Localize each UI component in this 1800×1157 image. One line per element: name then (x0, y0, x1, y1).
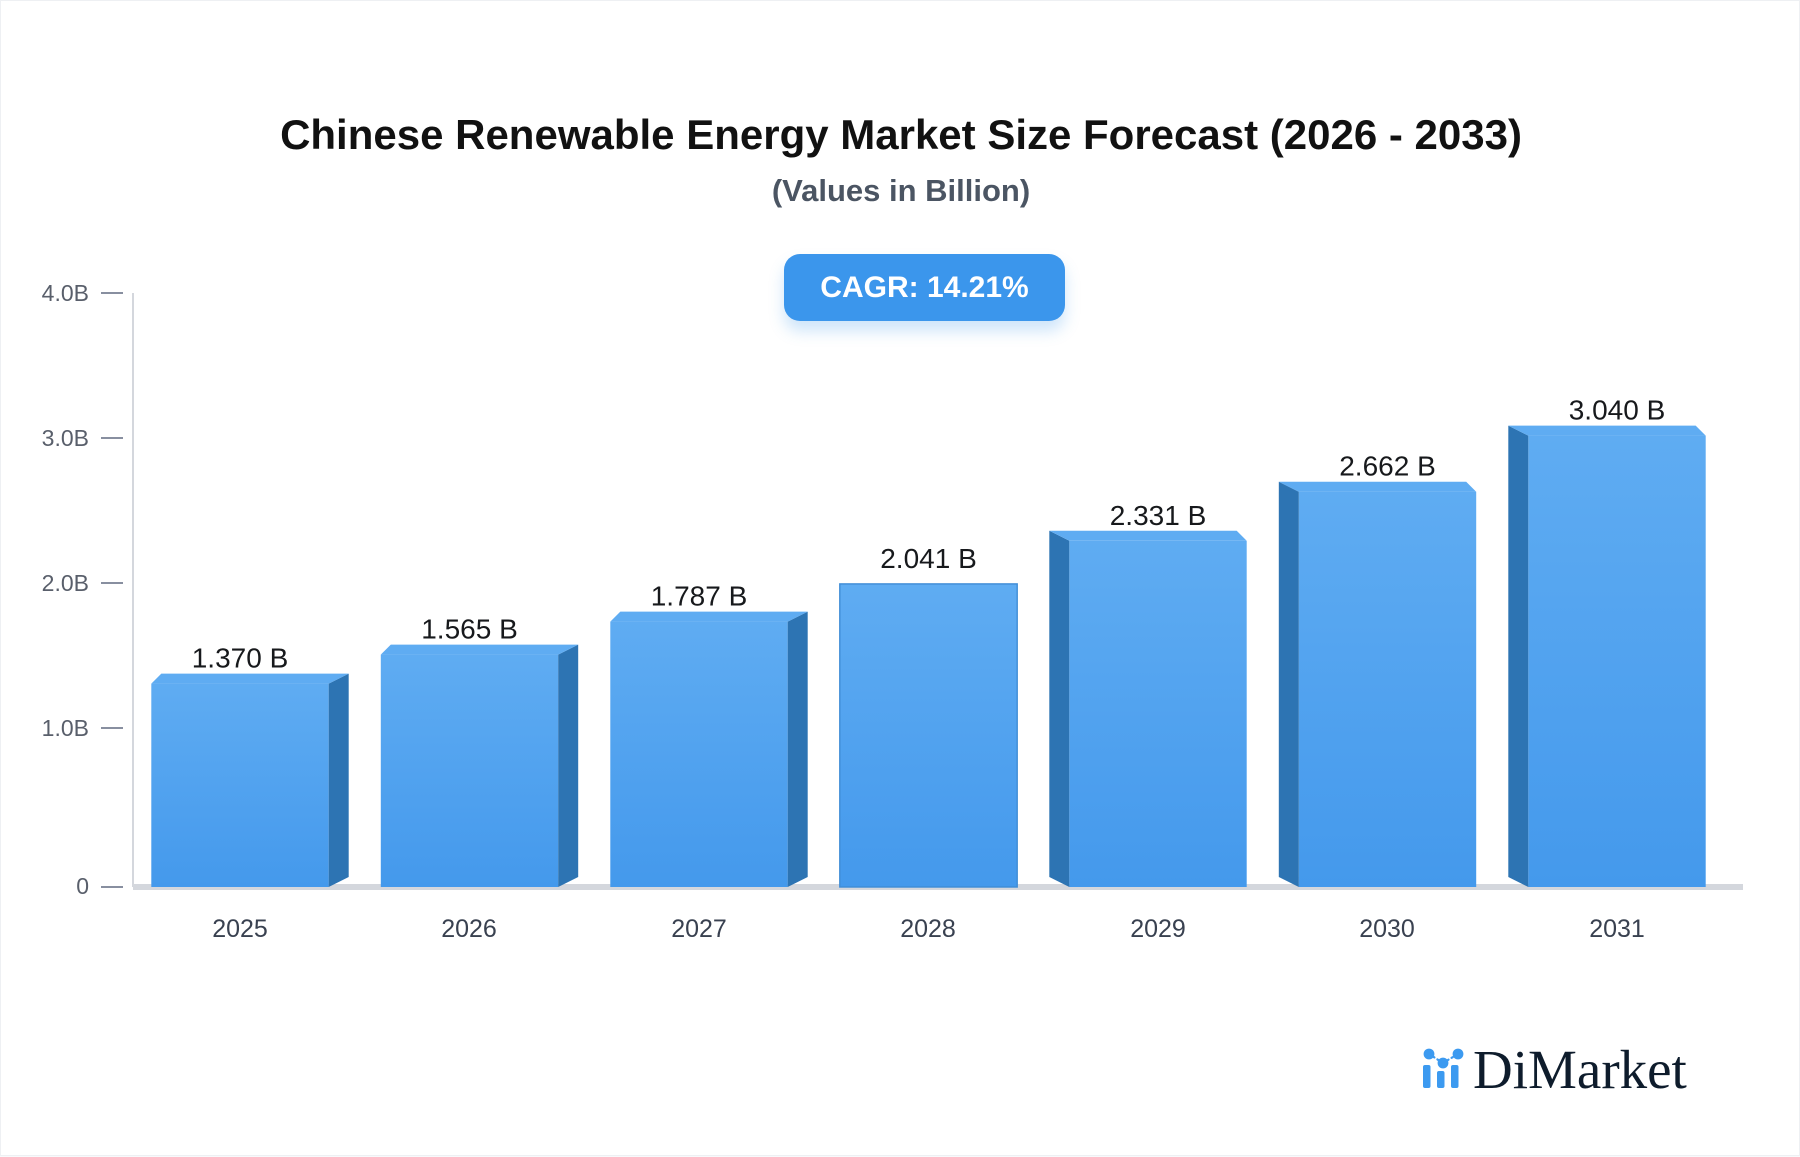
svg-text:DiMarket: DiMarket (1473, 1039, 1687, 1100)
